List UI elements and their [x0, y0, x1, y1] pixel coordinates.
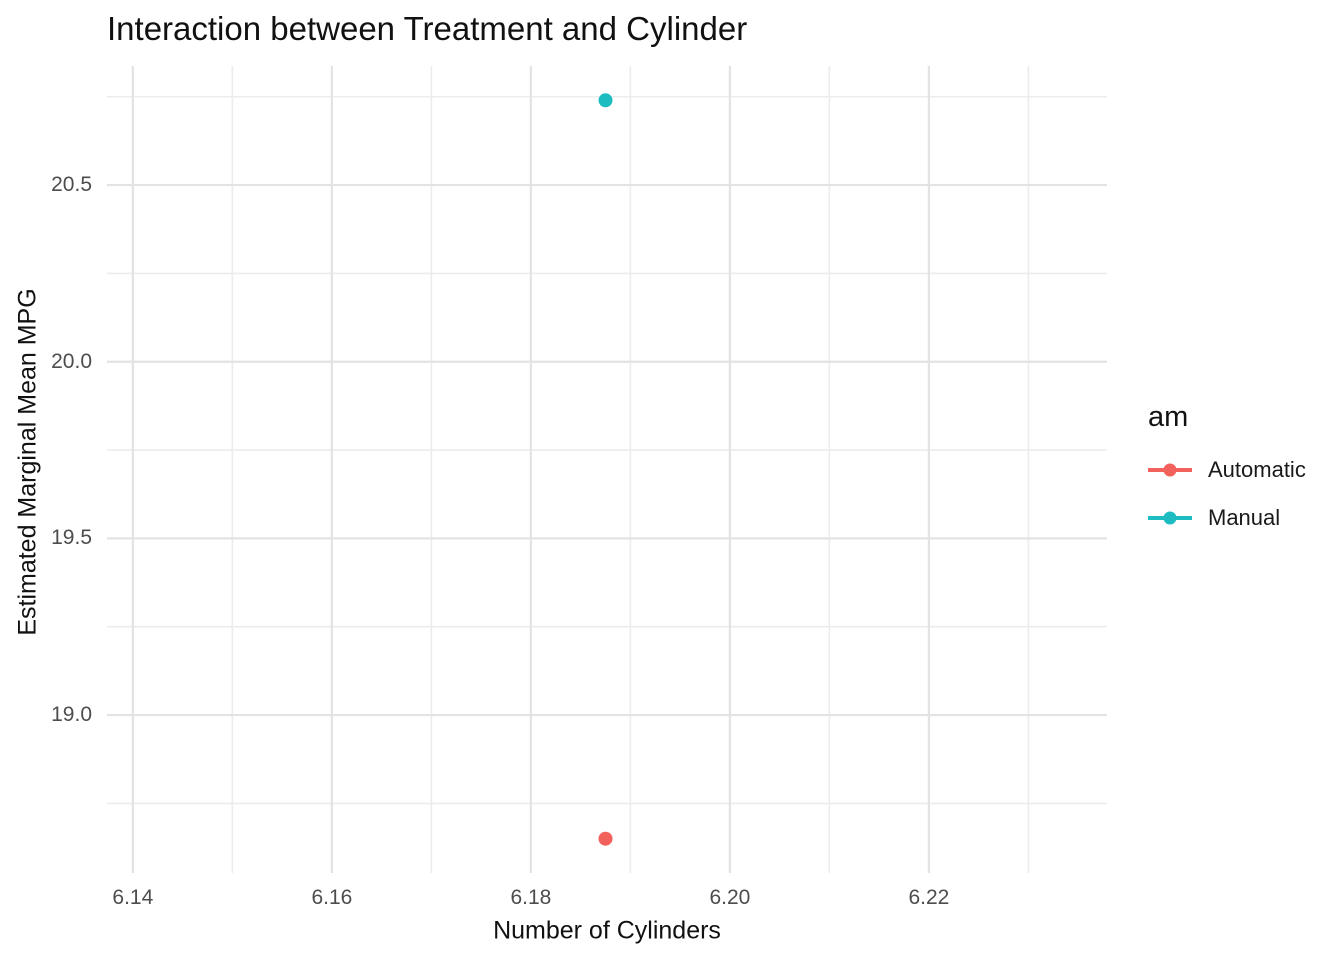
legend-key-point [1163, 463, 1177, 477]
x-tick-label: 6.18 [510, 886, 552, 909]
y-tick-label: 20.5 [51, 173, 92, 197]
plot-title: Interaction between Treatment and Cylind… [107, 10, 748, 47]
legend: am Automatic Manual [1148, 401, 1306, 551]
legend-key-icon [1148, 511, 1192, 525]
y-tick-label: 20.0 [51, 349, 92, 373]
legend-key-point [1163, 511, 1177, 525]
data-point-automatic [598, 831, 613, 846]
data-point-manual [598, 93, 613, 108]
legend-item-label: Automatic [1208, 457, 1306, 482]
x-tick-label: 6.20 [709, 886, 751, 909]
x-tick-label: 6.16 [311, 886, 353, 909]
y-tick-label: 19.5 [51, 526, 92, 550]
legend-item-automatic: Automatic [1148, 455, 1306, 485]
x-axis-title: Number of Cylinders [493, 916, 721, 945]
legend-item-manual: Manual [1148, 503, 1306, 533]
x-tick-label: 6.14 [112, 886, 154, 909]
legend-item-label: Manual [1208, 505, 1281, 530]
legend-key-icon [1148, 463, 1192, 477]
legend-title: am [1148, 401, 1189, 433]
y-tick-label: 19.0 [51, 703, 92, 727]
x-tick-label: 6.22 [908, 886, 950, 909]
legend-items: Automatic Manual [1148, 455, 1306, 533]
